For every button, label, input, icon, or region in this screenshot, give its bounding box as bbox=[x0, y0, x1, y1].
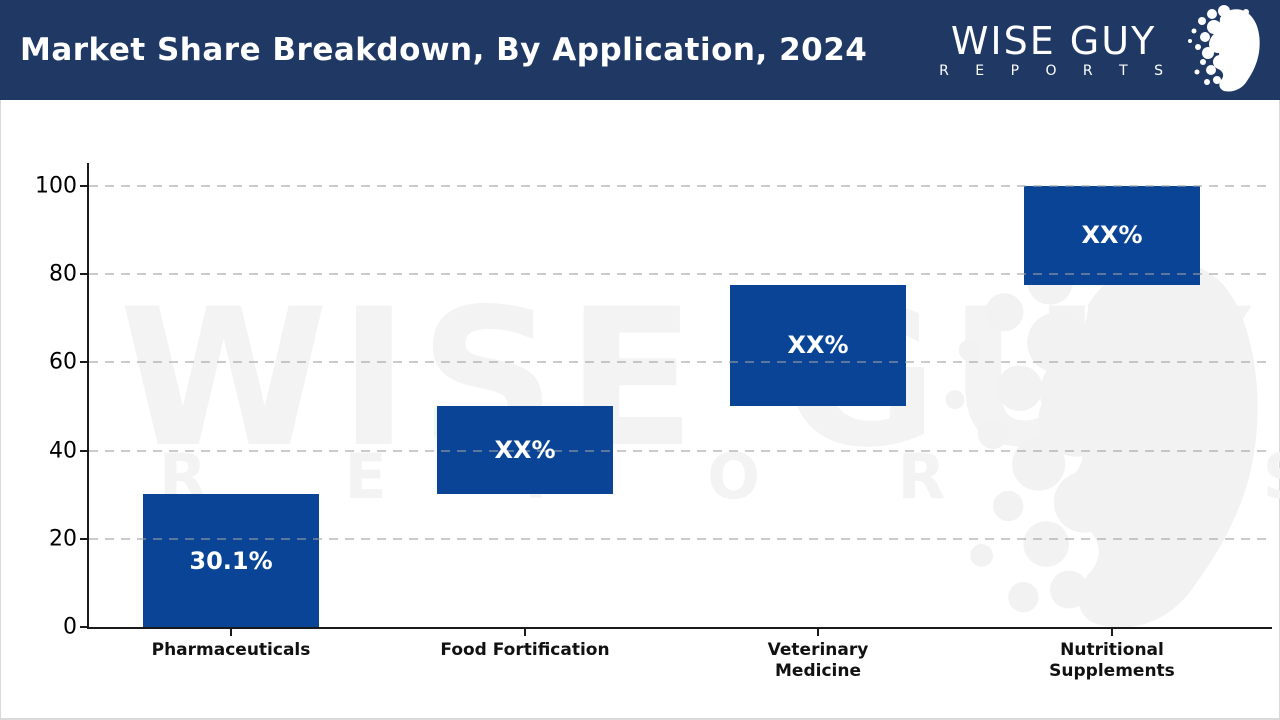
gridline-20 bbox=[89, 537, 1272, 540]
reports-wordmark: R E P O R T S bbox=[939, 63, 1174, 79]
chart-area: WISE GUY R E P O R T S 0 20 40 60 80 100 30.1%… bbox=[0, 100, 1280, 720]
y-tick-mark bbox=[80, 361, 89, 364]
y-tick-mark bbox=[80, 537, 89, 540]
x-axis bbox=[87, 627, 1272, 629]
x-tick-mark bbox=[817, 629, 819, 636]
gridline-40 bbox=[89, 449, 1272, 452]
category-label: Nutritional Supplements bbox=[1049, 640, 1175, 682]
y-tick-mark bbox=[80, 626, 89, 628]
category-label: Veterinary Medicine bbox=[767, 640, 869, 682]
wiseguy-wordmark: WISE GUY bbox=[950, 19, 1157, 63]
brand-logo: WISE GUY R E P O R T S bbox=[933, 4, 1262, 96]
x-tick-mark bbox=[524, 629, 526, 636]
y-tick-mark bbox=[80, 449, 89, 452]
bar-pharmaceuticals bbox=[143, 494, 319, 627]
header-bar: Market Share Breakdown, By Application, … bbox=[0, 0, 1280, 100]
y-axis bbox=[87, 163, 89, 629]
y-axis-tick-label: 100 bbox=[35, 173, 77, 199]
gridline-100 bbox=[89, 185, 1272, 187]
bar-veterinary-medicine bbox=[730, 284, 906, 407]
brand-wordmark: WISE GUY R E P O R T S bbox=[933, 22, 1174, 78]
category-label: Pharmaceuticals bbox=[151, 640, 311, 660]
bar-value-label: XX% bbox=[1081, 221, 1143, 250]
y-axis-tick-label: 20 bbox=[49, 526, 77, 552]
x-tick-mark bbox=[1111, 629, 1113, 636]
y-axis-tick-label: 40 bbox=[49, 438, 77, 464]
y-axis-tick-label: 0 bbox=[63, 614, 77, 640]
y-axis-tick-label: 80 bbox=[49, 261, 77, 287]
bar-value-label: 30.1% bbox=[189, 546, 273, 575]
bar-value-label: XX% bbox=[787, 331, 849, 360]
x-tick-mark bbox=[230, 629, 232, 636]
bar-value-label: XX% bbox=[494, 436, 556, 465]
bar-nutritional-supplements bbox=[1024, 186, 1200, 285]
page-title: Market Share Breakdown, By Application, … bbox=[20, 32, 868, 68]
y-tick-mark bbox=[80, 185, 89, 187]
gridline-80 bbox=[89, 273, 1272, 276]
gridline-60 bbox=[89, 361, 1272, 364]
dotted-head-icon bbox=[1188, 5, 1260, 92]
category-label: Food Fortification bbox=[440, 640, 610, 660]
y-axis-tick-label: 60 bbox=[49, 349, 77, 375]
y-tick-mark bbox=[80, 273, 89, 276]
